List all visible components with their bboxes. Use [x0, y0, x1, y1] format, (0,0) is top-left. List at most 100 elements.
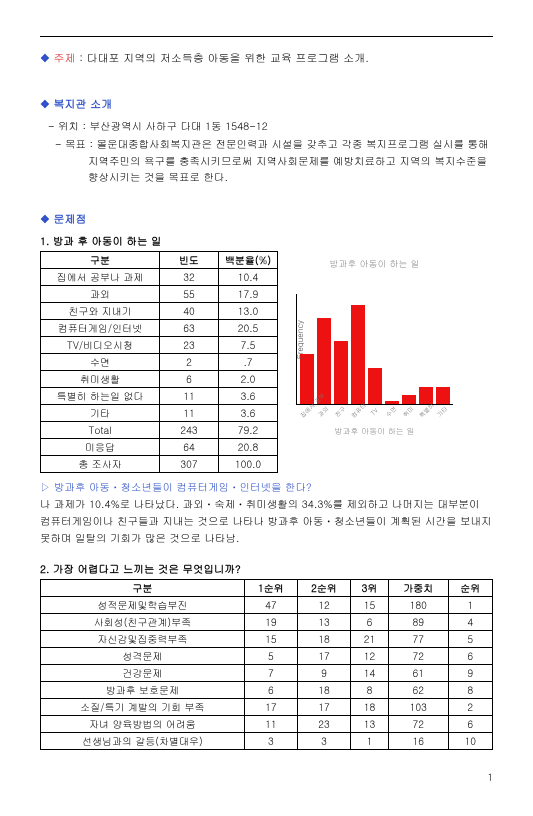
table-cell: 7 [244, 664, 297, 681]
chart-xlabels: 집에서 공부과외친구컴퓨터TV수면취미특별히기타 [296, 407, 453, 416]
bar-label: 컴퓨터 [349, 404, 365, 420]
table-cell: 총 조사자 [41, 456, 160, 473]
table-cell: 16 [388, 732, 448, 749]
table-cell: 7.5 [219, 337, 278, 354]
table-header: 백분율(%) [219, 252, 278, 269]
table-header: 가중치 [388, 579, 448, 596]
para-body: 나 과제가 10.4%로 나타났다. 과외ㆍ숙제ㆍ취미생활의 34.3%를 제외… [40, 496, 491, 545]
table-cell: 243 [160, 422, 219, 439]
bar [334, 341, 348, 404]
table-cell: 성격문제 [41, 647, 245, 664]
table-cell: 180 [388, 596, 448, 613]
table-cell: 성적문제및학습부진 [41, 596, 245, 613]
table-cell: 19 [244, 613, 297, 630]
table-cell: 79.2 [219, 422, 278, 439]
table-row: 컴퓨터게임/인터넷6320.5 [41, 320, 278, 337]
q2-title: 2. 가장 어렵다고 느끼는 것은 무엇입니까? [40, 561, 493, 577]
table-cell: 건강문제 [41, 664, 245, 681]
q1-title: 1. 방과 후 아동이 하는 일 [40, 233, 493, 249]
table-cell: 18 [351, 698, 389, 715]
table-cell: 64 [160, 439, 219, 456]
intro-location: - 위치 : 부산광역시 사하구 다대 1동 1548-12 [48, 118, 493, 134]
table-difficulty: 구분1순위2순위3위가중치순위 성적문제및학습부진4712151801사회성(친… [40, 579, 493, 750]
table-row: 취미생활62.0 [41, 371, 278, 388]
table-cell: 89 [388, 613, 448, 630]
table-cell: 8 [351, 681, 389, 698]
diamond-icon: ❖ [40, 51, 50, 66]
bar-label: 기타 [434, 404, 450, 420]
table-row: 건강문제7914619 [41, 664, 493, 681]
bar [436, 387, 450, 404]
table-cell: 12 [297, 596, 350, 613]
table-row: 친구와 지내기4013.0 [41, 303, 278, 320]
table-cell: 20.8 [219, 439, 278, 456]
table-cell: 3.6 [219, 388, 278, 405]
table-row: 집에서 공부나 과제3210.4 [41, 269, 278, 286]
table-row: Total24379.2 [41, 422, 278, 439]
table-cell: 1 [351, 732, 389, 749]
table-row: 과외5517.9 [41, 286, 278, 303]
bar-chart: 방과후 아동이 하는 일 Frequency 집에서 공부과외친구컴퓨터TV수면… [296, 257, 453, 437]
table-cell: 3.6 [219, 405, 278, 422]
bar-label: 친구 [332, 404, 348, 420]
table-row: 소질/특기 계발의 기회 부족1717181032 [41, 698, 493, 715]
bar [368, 368, 382, 404]
table-cell: .7 [219, 354, 278, 371]
page-number: 1 [40, 770, 493, 784]
location-label: - 위치 : [48, 118, 86, 133]
intro-goal: - 목표 : 몰운대종합사회복지관은 전문인력과 시설을 갖추고 각종 복지프로… [48, 136, 493, 185]
table-cell: 2 [160, 354, 219, 371]
table-cell: 선생님과의 갈등(차별대우) [41, 732, 245, 749]
table-cell: 72 [388, 715, 448, 732]
table-cell: 특별히 하는일 없다 [41, 388, 160, 405]
table-cell: 14 [351, 664, 389, 681]
subject-label: 주제 [54, 51, 76, 66]
table-cell: 77 [388, 630, 448, 647]
table-cell: 15 [351, 596, 389, 613]
table-cell: 6 [448, 715, 492, 732]
table-cell: 집에서 공부나 과제 [41, 269, 160, 286]
bar [351, 305, 365, 404]
table-cell: 20.5 [219, 320, 278, 337]
table-cell: 6 [448, 647, 492, 664]
table-cell: 47 [244, 596, 297, 613]
table-cell: 21 [351, 630, 389, 647]
chart-bars: Frequency [296, 294, 453, 405]
table-cell: 63 [160, 320, 219, 337]
diamond-icon: ❖ [40, 97, 50, 112]
table-cell: 18 [297, 630, 350, 647]
intro-heading: ❖ 복지관 소개 [40, 97, 493, 112]
table-cell: 사회성(친구관계)부족 [41, 613, 245, 630]
table-row: 성격문제51712726 [41, 647, 493, 664]
table-cell: 17 [297, 698, 350, 715]
table-row: 선생님과의 갈등(차별대우)3311610 [41, 732, 493, 749]
table-cell: 자녀 양육방법의 어려움 [41, 715, 245, 732]
table-header: 3위 [351, 579, 389, 596]
chart-title: 방과후 아동이 하는 일 [296, 257, 453, 270]
bar-label: 수면 [383, 404, 399, 420]
table-cell: TV/비디오시청 [41, 337, 160, 354]
table-activity: 구분빈도백분율(%) 집에서 공부나 과제3210.4과외5517.9친구와 지… [40, 251, 278, 473]
table-cell: 103 [388, 698, 448, 715]
table-cell: 5 [448, 630, 492, 647]
location-text: 부산광역시 사하구 다대 1동 1548-12 [90, 118, 268, 133]
table-cell: 10.4 [219, 269, 278, 286]
table-row: TV/비디오시청237.5 [41, 337, 278, 354]
table-cell: 컴퓨터게임/인터넷 [41, 320, 160, 337]
table-row: 자신감및집중력부족151821775 [41, 630, 493, 647]
table-cell: 미응답 [41, 439, 160, 456]
table-cell: 6 [244, 681, 297, 698]
table-cell: 13.0 [219, 303, 278, 320]
table-cell: 3 [244, 732, 297, 749]
bar-label: 집에서 공부 [298, 404, 314, 420]
table-cell: 8 [448, 681, 492, 698]
table-header: 구분 [41, 579, 245, 596]
table-cell: 수면 [41, 354, 160, 371]
table-cell: 소질/특기 계발의 기회 부족 [41, 698, 245, 715]
table-cell: 72 [388, 647, 448, 664]
table-row: 총 조사자307100.0 [41, 456, 278, 473]
subject-colon: : [79, 51, 86, 66]
table-row: 미응답6420.8 [41, 439, 278, 456]
subject-text: 다대포 지역의 저소득층 아동을 위한 교육 프로그램 소개. [87, 51, 369, 66]
table-cell: 307 [160, 456, 219, 473]
